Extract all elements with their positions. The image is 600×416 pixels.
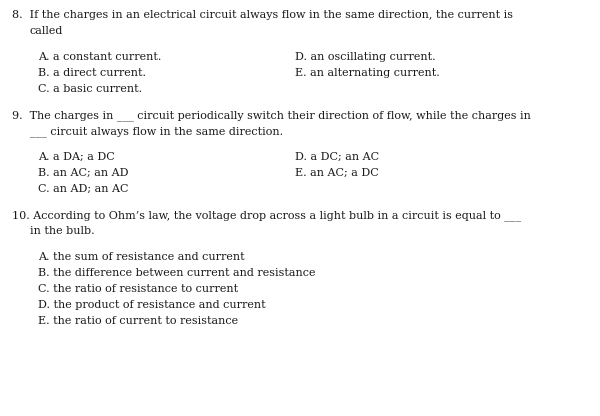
Text: C. an AD; an AC: C. an AD; an AC	[38, 184, 128, 194]
Text: A. a constant current.: A. a constant current.	[38, 52, 161, 62]
Text: A. a DA; a DC: A. a DA; a DC	[38, 152, 115, 162]
Text: B. an AC; an AD: B. an AC; an AD	[38, 168, 128, 178]
Text: A. the sum of resistance and current: A. the sum of resistance and current	[38, 252, 245, 262]
Text: B. a direct current.: B. a direct current.	[38, 68, 146, 78]
Text: 10. According to Ohm’s law, the voltage drop across a light bulb in a circuit is: 10. According to Ohm’s law, the voltage …	[12, 210, 521, 221]
Text: E. the ratio of current to resistance: E. the ratio of current to resistance	[38, 316, 238, 326]
Text: C. a basic current.: C. a basic current.	[38, 84, 142, 94]
Text: D. an oscillating current.: D. an oscillating current.	[295, 52, 436, 62]
Text: E. an alternating current.: E. an alternating current.	[295, 68, 440, 78]
Text: called: called	[30, 26, 64, 36]
Text: 9.  The charges in ___ circuit periodically switch their direction of flow, whil: 9. The charges in ___ circuit periodical…	[12, 110, 531, 121]
Text: in the bulb.: in the bulb.	[30, 226, 95, 236]
Text: E. an AC; a DC: E. an AC; a DC	[295, 168, 379, 178]
Text: 8.  If the charges in an electrical circuit always flow in the same direction, t: 8. If the charges in an electrical circu…	[12, 10, 513, 20]
Text: ___ circuit always flow in the same direction.: ___ circuit always flow in the same dire…	[30, 126, 283, 137]
Text: B. the difference between current and resistance: B. the difference between current and re…	[38, 268, 316, 278]
Text: D. the product of resistance and current: D. the product of resistance and current	[38, 300, 266, 310]
Text: D. a DC; an AC: D. a DC; an AC	[295, 152, 379, 162]
Text: C. the ratio of resistance to current: C. the ratio of resistance to current	[38, 284, 238, 294]
